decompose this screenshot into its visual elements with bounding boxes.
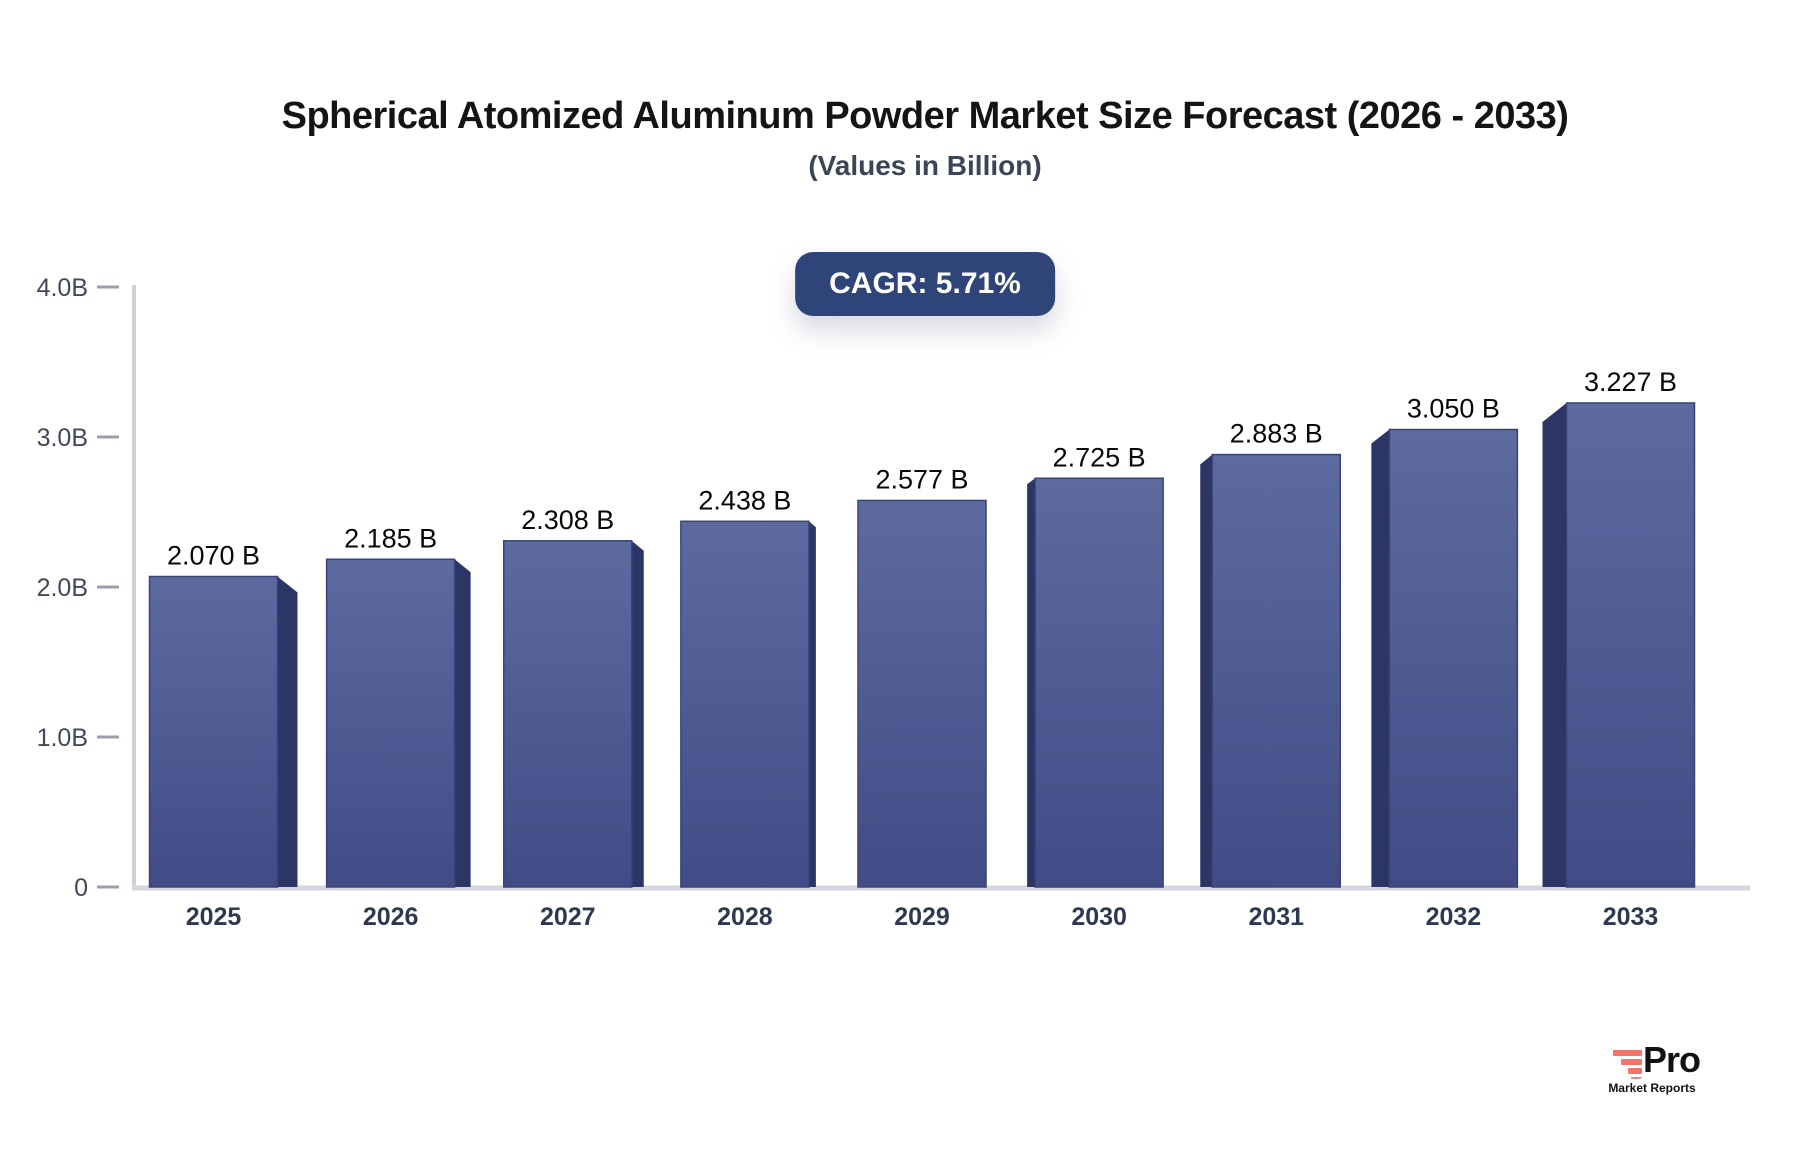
y-tick-label: 1.0B bbox=[37, 724, 88, 752]
logo-tagline: Market Reports bbox=[1608, 1081, 1696, 1095]
x-category-label: 2028 bbox=[717, 903, 773, 931]
bar-side-panel bbox=[1371, 429, 1390, 887]
bar-value-label: 2.308 B bbox=[521, 505, 614, 535]
y-tick-label: 0 bbox=[74, 874, 88, 902]
cagr-badge-label: CAGR: 5.71% bbox=[829, 267, 1021, 300]
chart-subtitle: (Values in Billion) bbox=[808, 150, 1042, 181]
bar-face bbox=[503, 540, 633, 888]
bar-value-label: 2.725 B bbox=[1053, 442, 1146, 472]
x-category-label: 2033 bbox=[1603, 903, 1659, 931]
bar-2026: 2.185 B 2026 bbox=[325, 523, 471, 931]
page-title: Spherical Atomized Aluminum Powder Marke… bbox=[281, 95, 1569, 137]
bar-face bbox=[857, 499, 987, 888]
bar-2027: 2.308 B 2027 bbox=[503, 505, 644, 931]
bar-side-panel bbox=[277, 576, 298, 887]
bar-face bbox=[1034, 477, 1164, 888]
brand-logo: Pro Market Reports bbox=[1604, 1039, 1701, 1096]
bar-side-panel bbox=[1027, 478, 1036, 887]
bar-value-label: 3.050 B bbox=[1407, 394, 1500, 424]
bar-2030: 2.725 B 2030 bbox=[1027, 442, 1164, 931]
x-category-label: 2027 bbox=[540, 903, 596, 931]
bar-side-panel bbox=[631, 540, 644, 887]
bar-side-panel bbox=[454, 559, 471, 887]
bar-face bbox=[148, 575, 279, 888]
bar-value-label: 2.070 B bbox=[167, 541, 260, 571]
bar-2029: 2.577 B 2029 bbox=[857, 464, 987, 931]
bar-side-panel bbox=[808, 521, 816, 887]
bar-face bbox=[325, 558, 456, 888]
x-category-label: 2030 bbox=[1071, 903, 1127, 931]
bar-2033: 3.227 B 2033 bbox=[1542, 367, 1696, 931]
bar-face bbox=[680, 520, 810, 888]
x-category-label: 2025 bbox=[186, 903, 242, 931]
y-tick-label: 4.0B bbox=[37, 274, 88, 302]
logo-speed-bars-icon bbox=[1612, 1050, 1642, 1079]
bar-2031: 2.883 B 2031 bbox=[1200, 419, 1341, 931]
bar-face bbox=[1388, 428, 1519, 888]
y-tick-label: 3.0B bbox=[37, 424, 88, 452]
x-category-label: 2029 bbox=[894, 903, 950, 931]
logo-name: Pro bbox=[1642, 1039, 1701, 1080]
bar-face bbox=[1211, 453, 1341, 888]
bar-value-label: 2.883 B bbox=[1230, 419, 1323, 449]
bar-value-label: 2.577 B bbox=[875, 464, 968, 494]
bar-face bbox=[1565, 402, 1696, 888]
bar-2025: 2.070 B 2025 bbox=[148, 541, 298, 931]
bar-side-panel bbox=[1542, 402, 1567, 887]
bar-value-label: 2.438 B bbox=[698, 485, 791, 515]
bar-side-panel bbox=[1200, 454, 1213, 887]
bar-2028: 2.438 B 2028 bbox=[680, 485, 816, 931]
x-category-label: 2031 bbox=[1248, 903, 1304, 931]
x-category-label: 2026 bbox=[363, 903, 419, 931]
x-category-label: 2032 bbox=[1426, 903, 1482, 931]
bar-value-label: 3.227 B bbox=[1584, 367, 1677, 397]
cagr-badge: CAGR: 5.71% bbox=[795, 252, 1055, 316]
y-tick-label: 2.0B bbox=[37, 574, 88, 602]
bar-value-label: 2.185 B bbox=[344, 523, 437, 553]
bar-2032: 3.050 B 2032 bbox=[1371, 394, 1519, 931]
